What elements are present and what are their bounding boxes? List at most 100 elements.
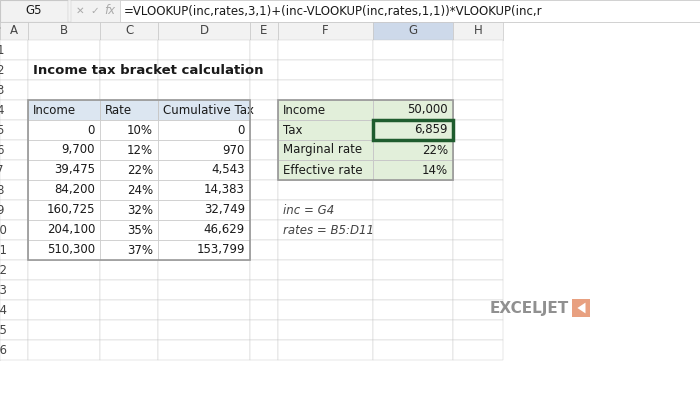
Bar [373, 60, 453, 80]
Bar [373, 120, 453, 140]
Bar [0, 280, 28, 300]
Bar [278, 140, 373, 160]
Bar [158, 100, 250, 120]
Bar [373, 100, 453, 120]
Text: Tax: Tax [283, 124, 302, 136]
Text: 204,100: 204,100 [47, 224, 95, 236]
Bar [100, 120, 158, 140]
Bar [453, 260, 503, 280]
Bar [100, 340, 158, 360]
Text: E: E [260, 24, 267, 38]
Text: 22%: 22% [127, 164, 153, 176]
Bar [278, 160, 373, 180]
Bar [453, 180, 503, 200]
Text: 32%: 32% [127, 204, 153, 216]
Bar [100, 260, 158, 280]
Bar [100, 40, 158, 60]
Bar [250, 220, 278, 240]
Bar [28, 140, 100, 160]
Text: 160,725: 160,725 [46, 204, 95, 216]
Bar [0, 160, 28, 180]
Bar [453, 160, 503, 180]
Bar [373, 120, 453, 140]
Bar [373, 120, 453, 140]
Bar [158, 160, 250, 180]
Text: A: A [10, 24, 18, 38]
Text: 24%: 24% [127, 184, 153, 196]
Bar [158, 300, 250, 320]
Bar [0, 0, 68, 22]
Bar [373, 160, 453, 180]
Bar [158, 280, 250, 300]
Bar [373, 260, 453, 280]
Bar [28, 160, 100, 180]
Bar [453, 320, 503, 340]
Bar [158, 120, 250, 140]
Bar [278, 60, 373, 80]
Bar [158, 220, 250, 240]
Text: H: H [474, 24, 482, 38]
Bar [158, 260, 250, 280]
Bar [373, 200, 453, 220]
Bar [100, 240, 158, 260]
Bar [453, 40, 503, 60]
Text: Income: Income [33, 104, 76, 116]
Bar [453, 300, 503, 320]
Bar [158, 340, 250, 360]
Bar [158, 22, 250, 40]
Bar [28, 320, 100, 340]
Text: 14%: 14% [422, 164, 448, 176]
Bar [28, 200, 100, 220]
Bar [158, 220, 250, 240]
Bar [0, 60, 28, 80]
Bar [0, 40, 28, 60]
Bar [250, 240, 278, 260]
Bar [100, 140, 158, 160]
Text: 9: 9 [0, 204, 4, 216]
Bar [100, 140, 158, 160]
Bar [158, 60, 250, 80]
Bar [0, 22, 28, 40]
Bar [28, 240, 100, 260]
Bar [28, 260, 100, 280]
Bar [278, 260, 373, 280]
Bar [0, 320, 28, 340]
Bar [453, 120, 503, 140]
Bar [100, 320, 158, 340]
Bar [28, 200, 100, 220]
Text: 10: 10 [0, 224, 8, 236]
Bar [0, 340, 28, 360]
Bar [278, 220, 373, 240]
Text: Cumulative Tax: Cumulative Tax [163, 104, 254, 116]
Text: ✓: ✓ [90, 6, 99, 16]
Text: 6,859: 6,859 [414, 124, 448, 136]
Bar [373, 140, 453, 160]
Bar [373, 220, 453, 240]
Text: 153,799: 153,799 [197, 244, 245, 256]
Bar [278, 100, 453, 180]
Text: Rate: Rate [105, 104, 132, 116]
Bar [158, 320, 250, 340]
Bar [158, 100, 250, 120]
Bar [0, 260, 28, 280]
Bar [100, 220, 158, 240]
Text: =VLOOKUP(inc,rates,3,1)+(inc-VLOOKUP(inc,rates,1,1))*VLOOKUP(inc,r: =VLOOKUP(inc,rates,3,1)+(inc-VLOOKUP(inc… [124, 4, 543, 18]
Bar [278, 320, 373, 340]
Bar [278, 300, 373, 320]
Bar [250, 120, 278, 140]
Bar [100, 240, 158, 260]
Text: 5: 5 [0, 124, 4, 136]
Bar [158, 180, 250, 200]
Polygon shape [578, 302, 585, 314]
Bar [453, 340, 503, 360]
Text: 0: 0 [88, 124, 95, 136]
Text: C: C [125, 24, 133, 38]
Bar [0, 80, 28, 100]
Text: 15: 15 [0, 324, 8, 336]
Bar [250, 300, 278, 320]
Bar [250, 260, 278, 280]
Bar [158, 120, 250, 140]
Bar [453, 220, 503, 240]
Bar [28, 340, 100, 360]
Bar [28, 80, 100, 100]
